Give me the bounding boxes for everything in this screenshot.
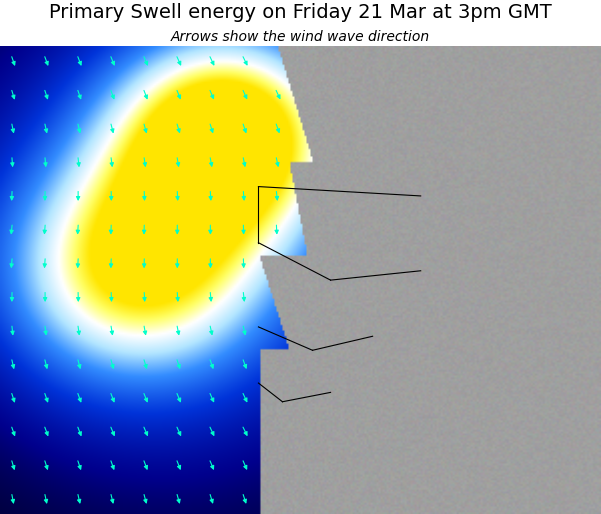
Text: Arrows show the wind wave direction: Arrows show the wind wave direction — [171, 30, 430, 44]
Text: Primary Swell energy on Friday 21 Mar at 3pm GMT: Primary Swell energy on Friday 21 Mar at… — [49, 4, 552, 23]
